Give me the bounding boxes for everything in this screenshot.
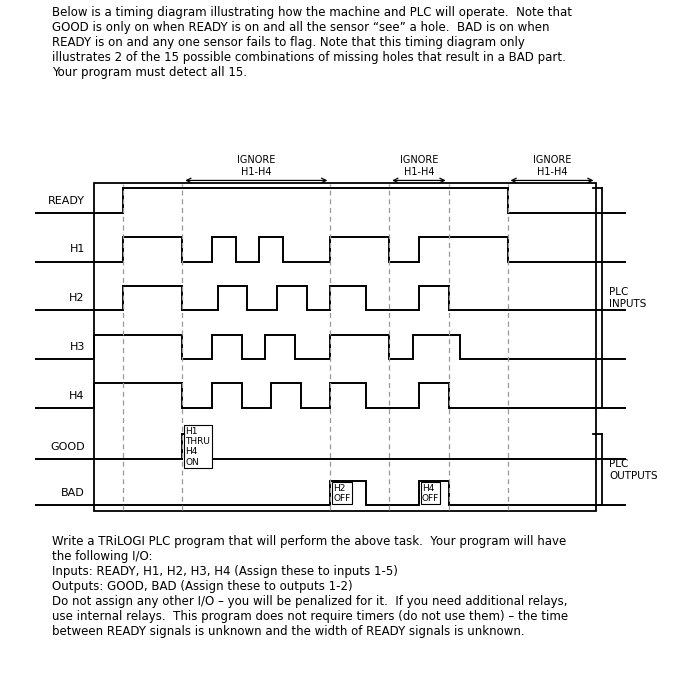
Bar <box>94 183 596 511</box>
Text: READY: READY <box>48 195 85 206</box>
Text: H2: H2 <box>69 293 85 303</box>
Text: H4: H4 <box>69 391 85 400</box>
Text: IGNORE
H1-H4: IGNORE H1-H4 <box>237 155 275 177</box>
Text: IGNORE
H1-H4: IGNORE H1-H4 <box>400 155 438 177</box>
Text: GOOD: GOOD <box>50 442 85 452</box>
Text: H4
OFF: H4 OFF <box>422 484 439 503</box>
Text: IGNORE
H1-H4: IGNORE H1-H4 <box>533 155 571 177</box>
Text: BAD: BAD <box>61 488 85 498</box>
Text: H1: H1 <box>70 244 85 254</box>
Text: H2
OFF: H2 OFF <box>333 484 351 503</box>
Text: PLC
OUTPUTS: PLC OUTPUTS <box>609 459 658 481</box>
Text: PLC
INPUTS: PLC INPUTS <box>609 287 647 309</box>
Text: H3: H3 <box>70 342 85 352</box>
Text: H1
THRU
H4
ON: H1 THRU H4 ON <box>186 426 210 467</box>
Text: Write a TRiLOGI PLC program that will perform the above task.  Your program will: Write a TRiLOGI PLC program that will pe… <box>52 536 568 638</box>
Text: Below is a timing diagram illustrating how the machine and PLC will operate.  No: Below is a timing diagram illustrating h… <box>52 6 572 79</box>
